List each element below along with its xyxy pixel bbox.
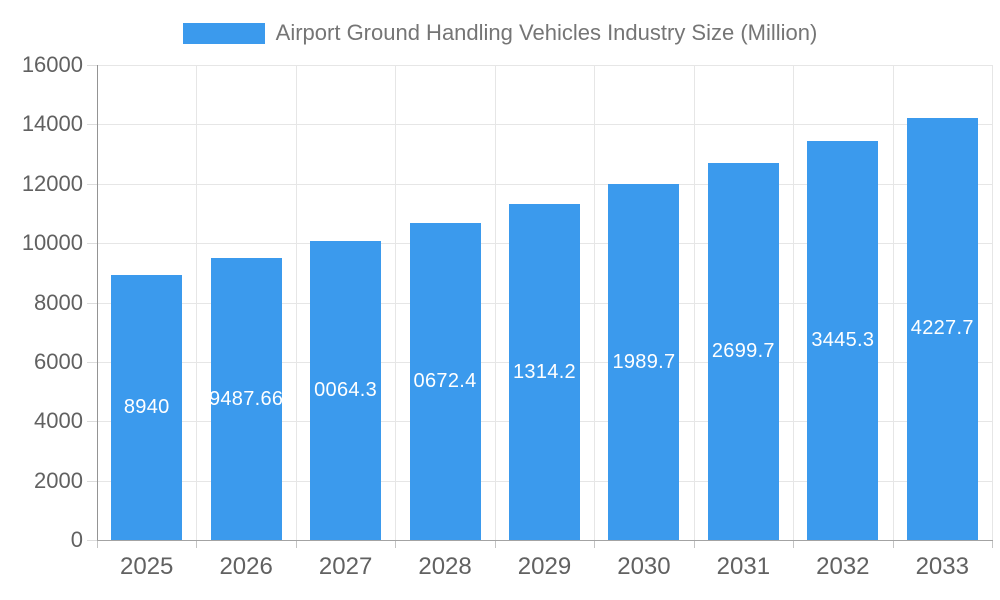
legend-label: Airport Ground Handling Vehicles Industr… xyxy=(275,20,818,45)
bar-2032[interactable]: 3445.3 xyxy=(807,140,879,540)
v-gridline xyxy=(992,65,993,540)
h-gridline xyxy=(97,65,992,66)
bar-value-label: 1314.2 xyxy=(513,360,576,383)
y-axis-tick-label: 0 xyxy=(70,527,83,552)
y-axis-line xyxy=(97,65,98,548)
bar-2026[interactable]: 9487.66 xyxy=(210,258,282,540)
x-axis-tick xyxy=(97,541,98,548)
x-axis-label-2029: 2029 xyxy=(517,553,572,580)
bar-2030[interactable]: 1989.7 xyxy=(608,184,680,540)
v-gridline xyxy=(892,65,894,540)
x-axis-label-2025: 2025 xyxy=(120,553,174,580)
x-axis-tick xyxy=(196,541,198,548)
x-axis-tick xyxy=(395,541,397,548)
bar-value-label: 0672.4 xyxy=(413,370,477,393)
x-axis-tick xyxy=(594,541,596,548)
y-axis-tick xyxy=(87,302,97,304)
bar-2027[interactable]: 0064.3 xyxy=(310,241,382,540)
y-axis-tick-label: 10000 xyxy=(21,230,83,256)
x-axis-label-2028: 2028 xyxy=(418,553,472,580)
x-axis-label-2032: 2032 xyxy=(816,553,870,580)
h-gridline xyxy=(97,124,992,126)
v-gridline xyxy=(693,65,695,540)
y-axis-tick-label: 8000 xyxy=(34,289,83,315)
bar-value-label: 9487.66 xyxy=(210,387,282,410)
v-gridline xyxy=(594,65,596,540)
legend: Airport Ground Handling Vehicles Industr… xyxy=(0,20,1000,46)
x-axis-tick xyxy=(295,541,297,548)
x-axis-label-2030: 2030 xyxy=(617,553,671,580)
x-axis-tick xyxy=(992,541,993,548)
y-axis-tick-label: 2000 xyxy=(34,467,83,493)
legend-swatch xyxy=(182,22,265,44)
y-axis-tick xyxy=(87,361,97,363)
x-axis-tick xyxy=(793,541,795,548)
bar-2025[interactable]: 8940 xyxy=(111,274,183,540)
bar-2033[interactable]: 4227.7 xyxy=(906,117,978,540)
y-axis-tick xyxy=(87,183,97,185)
x-axis-label-2026: 2026 xyxy=(219,553,273,580)
y-axis-tick xyxy=(87,540,97,541)
bar-value-label: 0064.3 xyxy=(314,379,378,402)
x-axis-line xyxy=(97,540,993,541)
x-axis-label-2031: 2031 xyxy=(716,553,771,580)
bar-2031[interactable]: 2699.7 xyxy=(707,163,779,540)
v-gridline xyxy=(295,65,297,540)
x-axis-label-2027: 2027 xyxy=(318,553,373,580)
x-axis-tick xyxy=(693,541,695,548)
x-axis-tick xyxy=(892,541,894,548)
bar-2029[interactable]: 1314.2 xyxy=(509,204,580,540)
y-axis-tick-label: 4000 xyxy=(34,408,83,434)
v-gridline xyxy=(494,65,496,540)
x-axis-tick xyxy=(494,541,496,548)
y-axis-tick-label: 14000 xyxy=(21,111,83,137)
y-axis-tick-label: 6000 xyxy=(34,348,83,374)
y-axis-tick-label: 16000 xyxy=(21,52,83,77)
v-gridline xyxy=(196,65,198,540)
y-axis-tick-label: 12000 xyxy=(21,170,83,196)
plot-area: 8940 9487.66 0064.3 0672.4 1314.2 1989.7 2699.… xyxy=(97,65,993,540)
bar-value-label: 4227.7 xyxy=(910,317,974,340)
y-axis-tick xyxy=(87,243,97,245)
bar-2028[interactable]: 0672.4 xyxy=(409,223,481,540)
bar-value-label: 8940 xyxy=(123,395,170,418)
y-axis-tick xyxy=(87,124,97,126)
y-axis-tick xyxy=(87,421,97,423)
h-gridline xyxy=(97,183,992,185)
bar-value-label: 1989.7 xyxy=(612,350,676,373)
y-axis-tick xyxy=(87,65,97,66)
bar-value-label: 3445.3 xyxy=(811,328,875,351)
v-gridline xyxy=(395,65,397,540)
v-gridline xyxy=(793,65,795,540)
y-axis-tick xyxy=(87,480,97,482)
bar-value-label: 2699.7 xyxy=(711,340,775,362)
x-axis-label-2033: 2033 xyxy=(915,553,969,580)
